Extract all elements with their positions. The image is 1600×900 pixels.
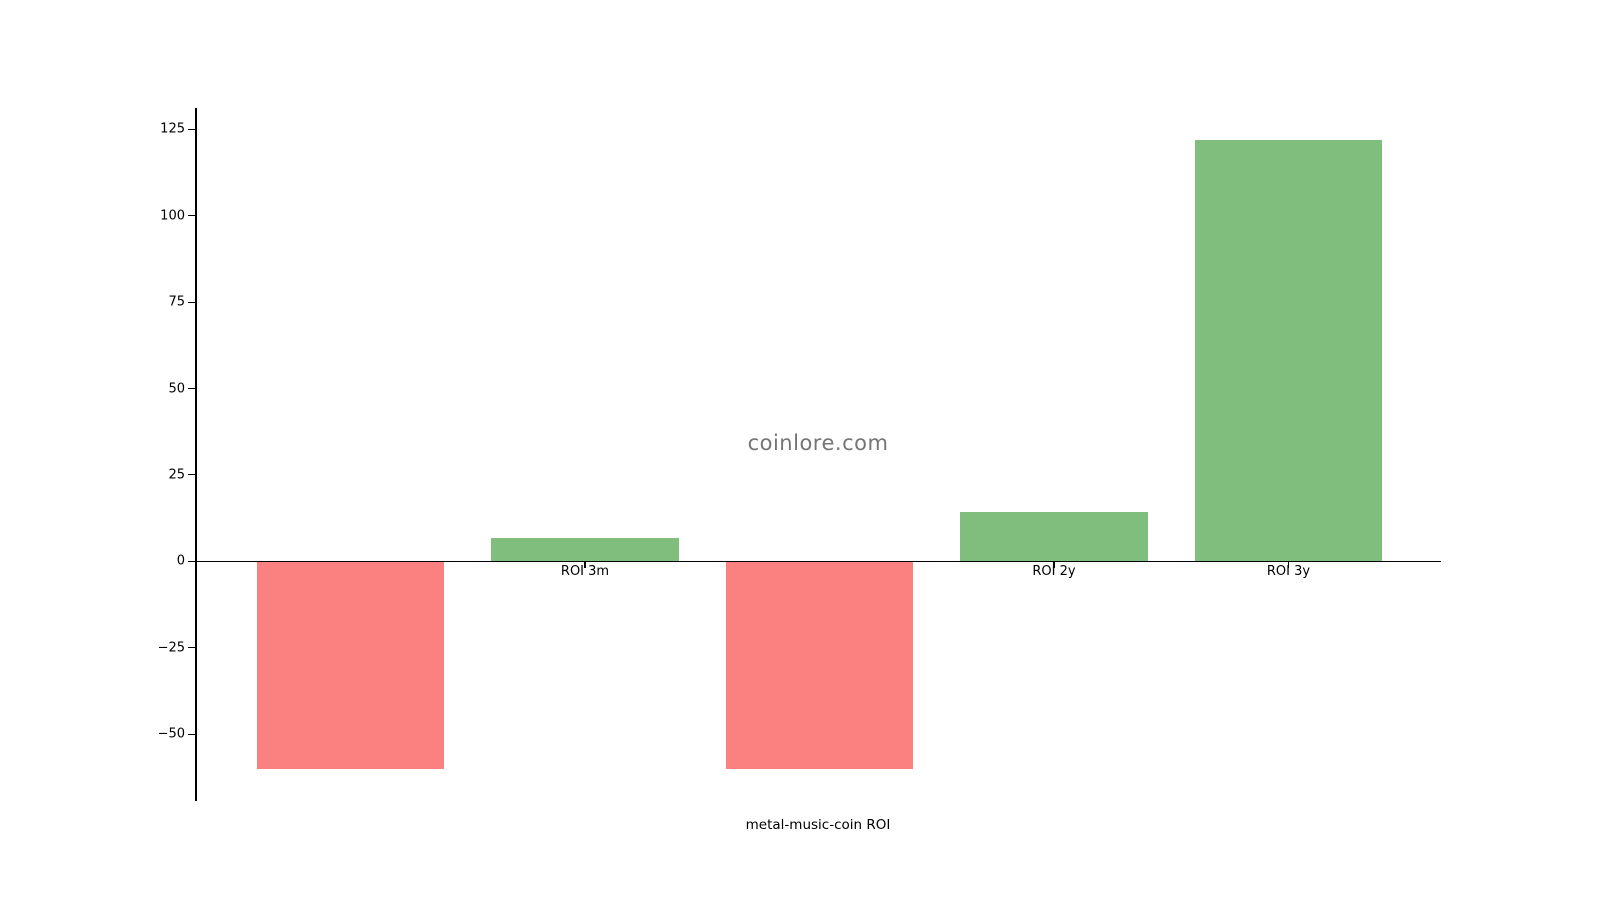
bar-roi-3m <box>491 537 679 562</box>
x-tick-mark <box>1287 561 1290 569</box>
x-axis-line <box>195 560 1441 563</box>
bar-roi-2y <box>960 511 1148 562</box>
watermark-text: coinlore.com <box>747 431 889 455</box>
x-tick-label: ROI 3m <box>560 564 610 580</box>
y-tick-label: −50 <box>157 726 185 742</box>
x-tick-label: ROI 3y <box>1266 564 1311 580</box>
y-tick-label: 75 <box>168 294 185 310</box>
y-tick-label: 25 <box>168 467 185 483</box>
bar-roi-3y <box>1194 139 1383 562</box>
bar-bar-1 <box>256 561 445 769</box>
y-tick-mark <box>188 560 195 562</box>
y-tick-mark <box>188 301 195 303</box>
y-tick-label: −25 <box>157 640 185 656</box>
y-tick-mark <box>188 387 195 390</box>
x-tick-mark <box>1053 561 1055 569</box>
y-tick-mark <box>188 128 195 130</box>
y-tick-mark <box>188 474 195 476</box>
y-tick-label: 50 <box>168 381 185 396</box>
y-tick-label: 0 <box>176 553 185 569</box>
y-tick-label: 100 <box>160 208 185 224</box>
y-tick-mark <box>188 215 195 217</box>
y-axis-spine <box>195 108 197 801</box>
y-tick-mark <box>188 733 195 735</box>
x-axis-title: metal-music-coin ROI <box>745 817 891 833</box>
x-tick-mark <box>584 561 586 569</box>
y-tick-mark <box>188 647 195 649</box>
x-tick-label: ROI 2y <box>1032 564 1076 580</box>
y-tick-label: 125 <box>160 121 185 137</box>
bar-bar-3 <box>725 561 914 769</box>
